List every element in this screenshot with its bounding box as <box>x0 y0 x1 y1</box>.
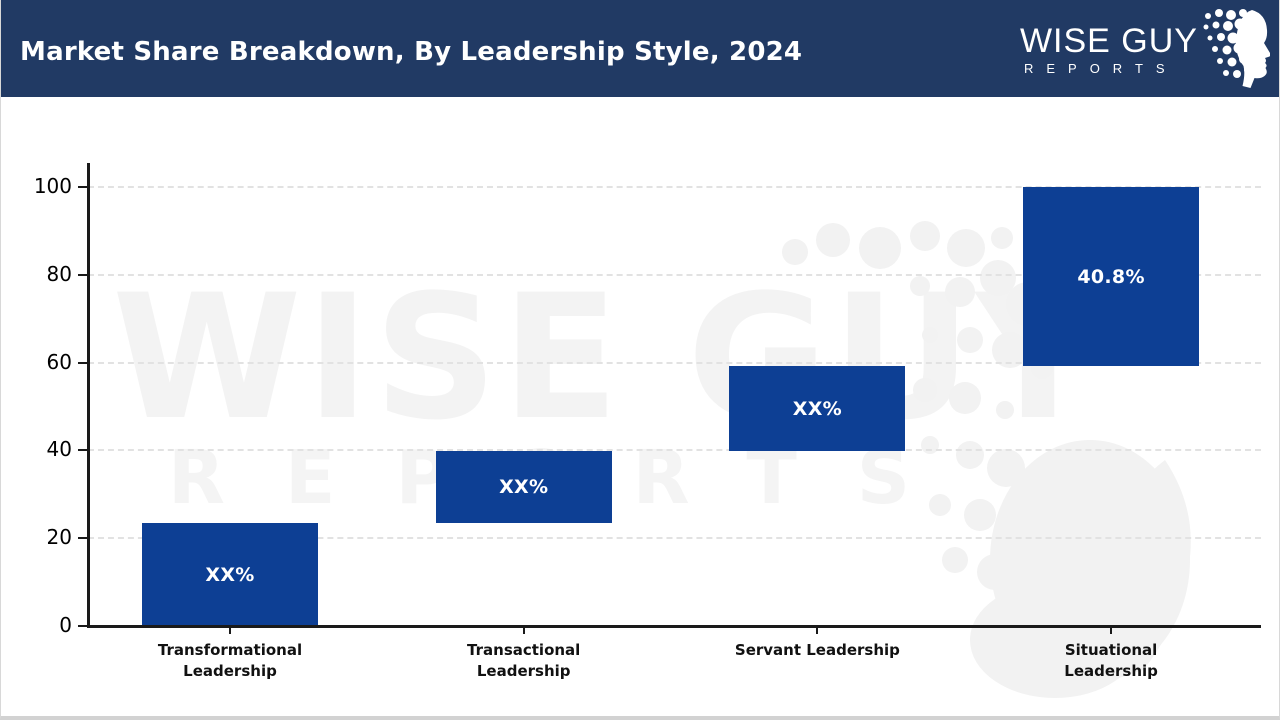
bar-value-label: XX% <box>792 397 843 420</box>
bar-value-label: 40.8% <box>1077 265 1145 288</box>
bar-value-label: XX% <box>499 476 549 499</box>
x-axis-category-label: Transformational Leadership <box>157 641 303 680</box>
y-axis-tick <box>78 273 88 276</box>
y-axis-tick <box>78 186 88 188</box>
grid-line <box>88 361 1261 364</box>
brand-face-icon <box>1203 9 1270 88</box>
x-axis-tick <box>522 626 525 634</box>
y-axis-tick-label: 20 <box>46 525 72 550</box>
y-axis-line <box>87 163 90 627</box>
x-axis-line <box>87 625 1261 628</box>
bar-2: XX% <box>435 451 612 524</box>
y-axis-tick-label: 80 <box>46 261 72 286</box>
brand-name: WISE GUY <box>1019 22 1198 60</box>
brand-logo: WISE GUY REPORTS <box>1020 8 1270 90</box>
y-axis-tick <box>78 449 88 452</box>
bar-4: 40.8% <box>1023 187 1200 367</box>
y-axis-tick-label: 0 <box>59 613 72 637</box>
grid-line <box>88 449 1261 452</box>
grid-line <box>88 186 1261 188</box>
bar-3: XX% <box>729 366 906 452</box>
bar-value-label: XX% <box>205 563 255 586</box>
page-title: Market Share Breakdown, By Leadership St… <box>20 36 803 67</box>
chart-area: 0 20 40 60 80 100 XX% Transformational Leadershi… <box>0 97 1280 720</box>
header-bar: Market Share Breakdown, By Leadership St… <box>0 0 1280 97</box>
grid-line <box>88 273 1261 276</box>
brand-subtitle: REPORTS <box>1023 61 1178 76</box>
x-axis-tick <box>1110 626 1113 634</box>
watermark-text-wiseguy: WISE GUY <box>112 257 1105 458</box>
x-axis-tick <box>816 626 819 634</box>
x-axis-category-label: Situational Leadership <box>1064 641 1158 680</box>
grid-line <box>88 537 1261 540</box>
brand-logo-text: WISE GUY REPORTS <box>1020 24 1198 76</box>
y-axis-tick-label: 100 <box>33 174 72 198</box>
y-axis-tick <box>78 625 88 627</box>
y-axis-tick <box>78 361 88 364</box>
y-axis-tick-label: 60 <box>46 349 72 374</box>
y-axis-tick <box>78 537 88 540</box>
x-axis-tick <box>229 626 231 634</box>
y-axis-tick-label: 40 <box>46 437 72 462</box>
x-axis-category-label: Servant Leadership <box>734 641 900 659</box>
x-axis-category-label: Transactional Leadership <box>467 641 581 680</box>
bar-1: XX% <box>142 523 318 626</box>
